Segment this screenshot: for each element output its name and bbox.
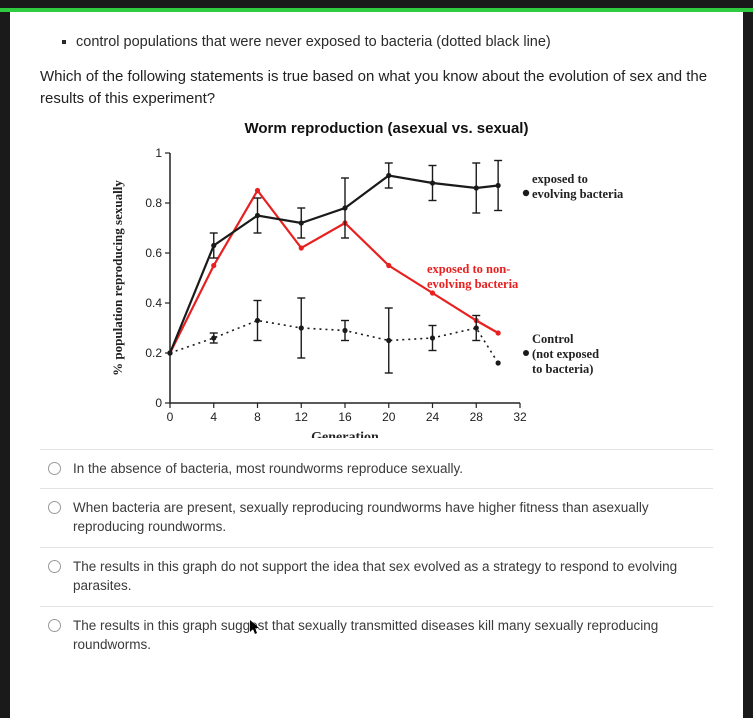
radio-icon[interactable] [48,560,61,573]
answer-option[interactable]: The results in this graph suggest that s… [40,606,713,665]
bullet-icon [62,40,66,44]
svg-text:(not exposed: (not exposed [532,347,599,361]
svg-text:20: 20 [382,410,396,424]
svg-text:exposed to non-: exposed to non- [427,262,510,276]
chart-container: Worm reproduction (asexual vs. sexual) 0… [92,120,662,435]
svg-text:to bacteria): to bacteria) [532,362,593,376]
answer-option[interactable]: In the absence of bacteria, most roundwo… [40,449,713,489]
answer-text: In the absence of bacteria, most roundwo… [73,460,463,479]
svg-text:8: 8 [254,410,261,424]
bullet-text: control populations that were never expo… [76,34,551,50]
radio-icon[interactable] [48,501,61,514]
answer-text: The results in this graph do not support… [73,558,705,596]
svg-text:0.4: 0.4 [145,296,162,310]
svg-text:24: 24 [425,410,439,424]
svg-text:0.2: 0.2 [145,346,162,360]
svg-text:exposed to: exposed to [532,172,588,186]
svg-text:0.8: 0.8 [145,196,162,210]
svg-text:evolving bacteria: evolving bacteria [532,187,624,201]
worm-reproduction-chart: 0 0.2 0.4 0.6 0.8 1 0 4 8 12 16 20 24 28 32 % populatio… [92,143,662,438]
svg-text:12: 12 [294,410,308,424]
question-text: Which of the following statements is tru… [40,66,713,110]
svg-text:% population reproducing sexua: % population reproducing sexually [110,179,125,375]
svg-text:4: 4 [210,410,217,424]
svg-text:1: 1 [155,146,162,160]
answer-option[interactable]: The results in this graph do not support… [40,547,713,606]
radio-icon[interactable] [48,462,61,475]
answer-option[interactable]: When bacteria are present, sexually repr… [40,488,713,547]
svg-text:0: 0 [166,410,173,424]
svg-text:Control: Control [532,332,574,346]
question-page: control populations that were never expo… [10,12,743,718]
svg-text:28: 28 [469,410,483,424]
screenshot-frame: control populations that were never expo… [0,0,753,718]
answer-text: When bacteria are present, sexually repr… [73,499,705,537]
svg-text:Generation: Generation [311,430,379,438]
chart-title: Worm reproduction (asexual vs. sexual) [92,120,662,137]
answer-text: The results in this graph suggest that s… [73,617,705,655]
svg-text:0: 0 [155,396,162,410]
svg-text:16: 16 [338,410,352,424]
context-bullet: control populations that were never expo… [40,34,713,50]
radio-icon[interactable] [48,619,61,632]
svg-text:0.6: 0.6 [145,246,162,260]
svg-text:evolving bacteria: evolving bacteria [427,277,519,291]
svg-text:32: 32 [513,410,527,424]
answer-list: In the absence of bacteria, most roundwo… [40,449,713,665]
